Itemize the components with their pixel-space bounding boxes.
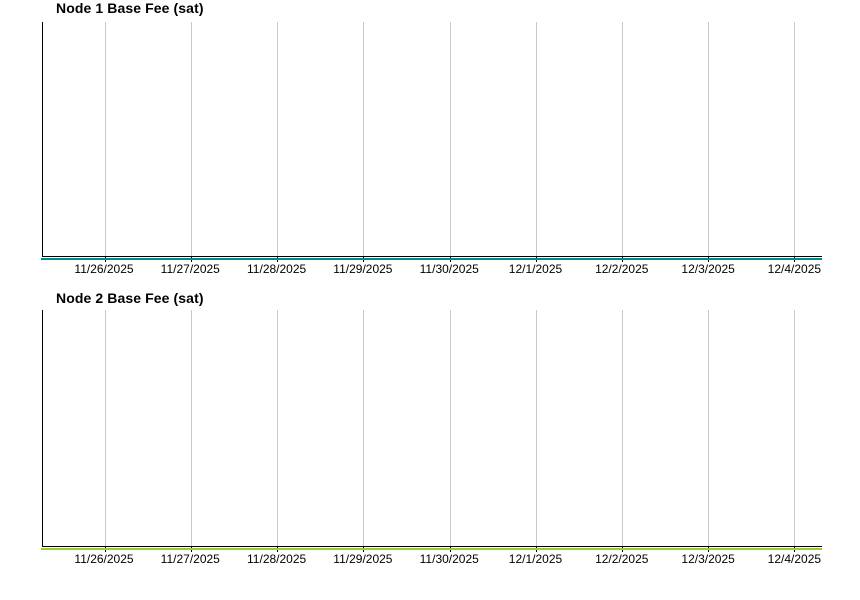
x-axis-tick-label: 11/27/2025 xyxy=(160,552,220,566)
x-axis-tick-label: 11/29/2025 xyxy=(333,552,393,566)
gridline xyxy=(449,22,451,256)
x-axis-tick-label: 11/30/2025 xyxy=(419,552,479,566)
x-axis-tick-label: 11/27/2025 xyxy=(160,262,220,276)
gridline xyxy=(622,22,624,256)
chart-title: Node 2 Base Fee (sat) xyxy=(56,290,204,306)
gridline xyxy=(794,22,796,256)
gridline xyxy=(104,22,106,256)
gridline xyxy=(363,310,365,546)
gridline xyxy=(535,310,537,546)
x-axis-tick-label: 12/4/2025 xyxy=(767,552,822,566)
gridline xyxy=(708,22,710,256)
x-axis-tick-label: 11/28/2025 xyxy=(247,552,307,566)
gridline xyxy=(535,22,537,256)
plot-area xyxy=(41,22,822,262)
chart-title: Node 1 Base Fee (sat) xyxy=(56,0,204,16)
chart-node2-base-fee: Node 2 Base Fee (sat) 11/26/2025 11/27/2… xyxy=(0,288,860,576)
x-axis-tick-label: 11/26/2025 xyxy=(74,552,134,566)
series-line-node2 xyxy=(41,547,822,550)
x-axis-tick-label: 12/1/2025 xyxy=(508,262,563,276)
x-axis: 11/26/2025 11/27/2025 11/28/2025 11/29/2… xyxy=(42,262,822,280)
x-axis-tick-label: 11/30/2025 xyxy=(419,262,479,276)
gridline xyxy=(794,310,796,546)
x-axis-tick-label: 11/26/2025 xyxy=(74,262,134,276)
gridline xyxy=(622,310,624,546)
gridline xyxy=(104,310,106,546)
gridline xyxy=(449,310,451,546)
gridline xyxy=(191,22,193,256)
x-axis-tick-label: 11/28/2025 xyxy=(247,262,307,276)
x-axis-tick-label: 12/3/2025 xyxy=(681,552,735,566)
series-line-node1 xyxy=(41,257,822,260)
chart-node1-base-fee: Node 1 Base Fee (sat) 11/26/2025 11/27/2… xyxy=(0,0,860,288)
gridline xyxy=(277,22,279,256)
gridline xyxy=(363,22,365,256)
x-axis-tick-label: 11/29/2025 xyxy=(333,262,393,276)
x-axis-tick-label: 12/2/2025 xyxy=(595,552,649,566)
plot-area xyxy=(41,310,822,552)
x-axis-tick-label: 12/2/2025 xyxy=(595,262,649,276)
gridline xyxy=(277,310,279,546)
x-axis-tick-label: 12/3/2025 xyxy=(681,262,735,276)
gridline xyxy=(191,310,193,546)
x-axis-tick-label: 12/1/2025 xyxy=(508,552,563,566)
x-axis: 11/26/2025 11/27/2025 11/28/2025 11/29/2… xyxy=(42,552,822,570)
gridline xyxy=(708,310,710,546)
x-axis-tick-label: 12/4/2025 xyxy=(767,262,822,276)
